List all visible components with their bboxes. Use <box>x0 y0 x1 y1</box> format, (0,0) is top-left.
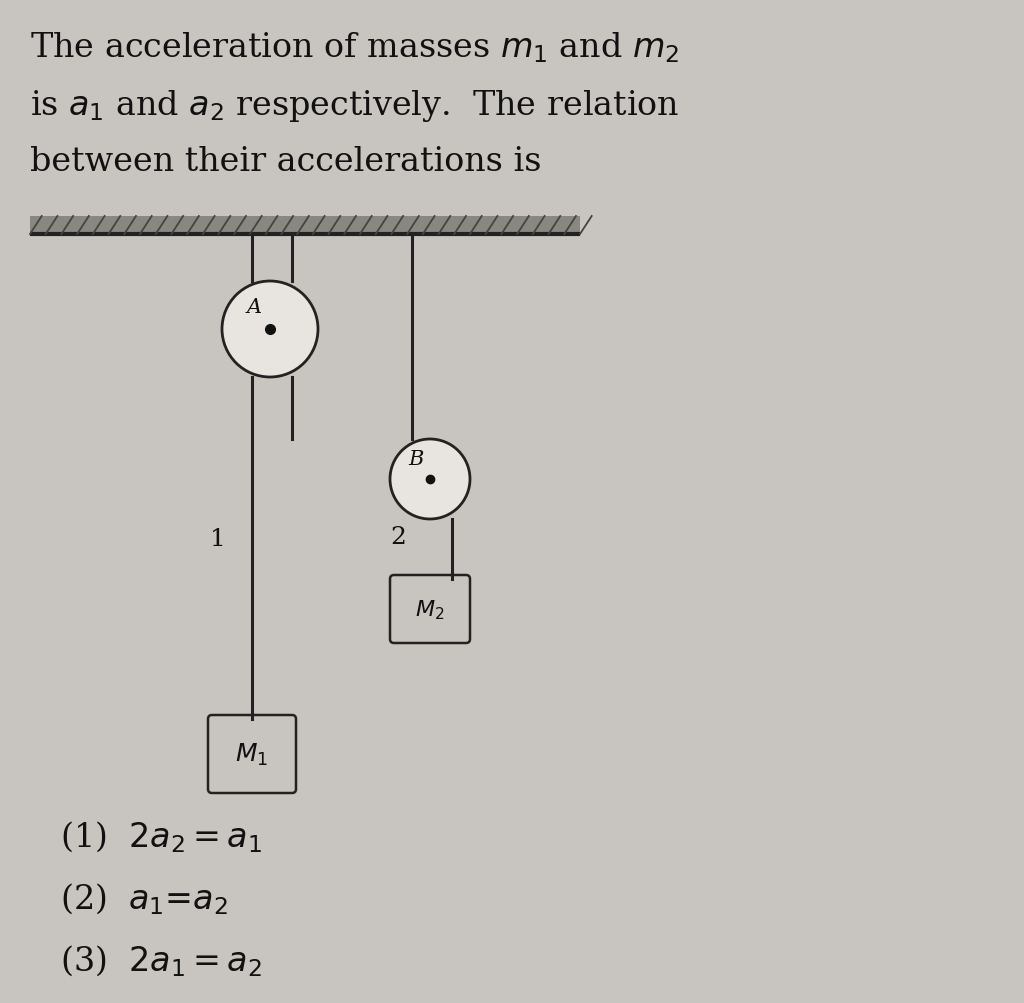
Text: (1)  $2a_2 = a_1$: (1) $2a_2 = a_1$ <box>60 819 262 855</box>
Text: 2: 2 <box>390 526 406 549</box>
FancyBboxPatch shape <box>390 576 470 643</box>
Text: $M_2$: $M_2$ <box>416 598 444 621</box>
Text: A: A <box>247 298 261 317</box>
Text: between their accelerations is: between their accelerations is <box>30 145 542 178</box>
Circle shape <box>222 282 318 377</box>
Text: (2)  $a_1$=$a_2$: (2) $a_1$=$a_2$ <box>60 881 227 917</box>
Text: The acceleration of masses $m_1$ and $m_2$: The acceleration of masses $m_1$ and $m_… <box>30 30 680 64</box>
Text: is $a_1$ and $a_2$ respectively.  The relation: is $a_1$ and $a_2$ respectively. The rel… <box>30 88 679 124</box>
Text: (3)  $2a_1 = a_2$: (3) $2a_1 = a_2$ <box>60 943 262 978</box>
Text: 1: 1 <box>210 528 226 551</box>
Text: $M_1$: $M_1$ <box>236 741 268 767</box>
Text: B: B <box>409 450 424 469</box>
Circle shape <box>390 439 470 520</box>
Bar <box>30 217 580 235</box>
FancyBboxPatch shape <box>208 715 296 793</box>
